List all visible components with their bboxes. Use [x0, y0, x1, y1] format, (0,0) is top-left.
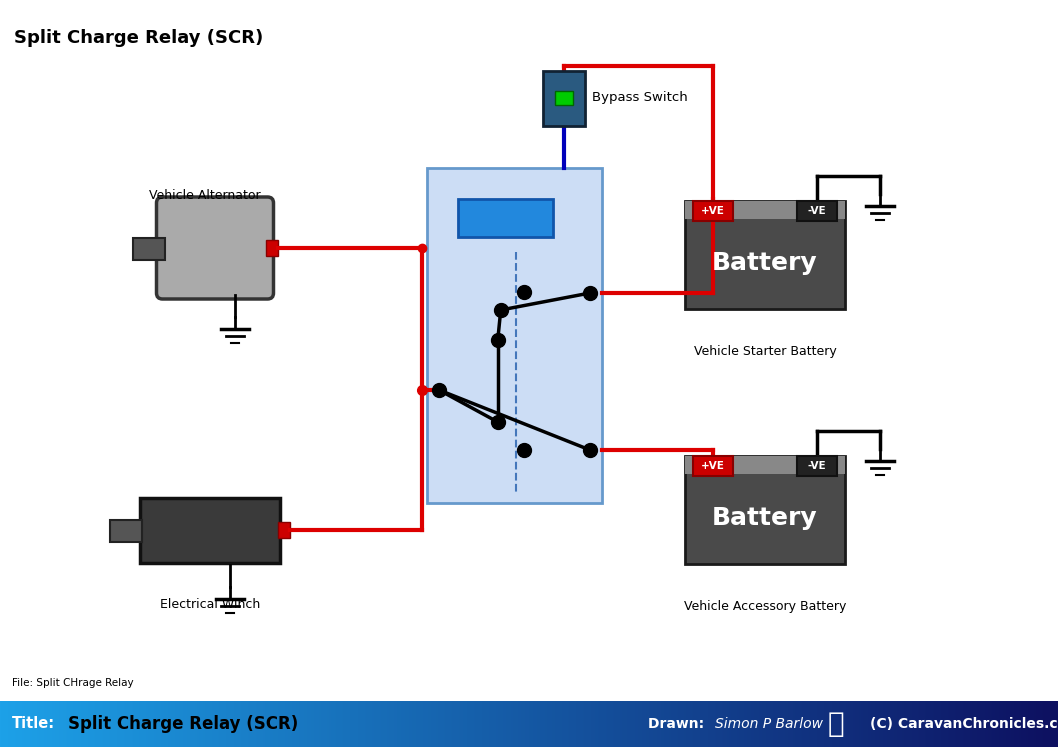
Text: Battery: Battery [712, 251, 818, 275]
Text: Vehicle Starter Battery: Vehicle Starter Battery [694, 345, 837, 358]
Text: File: Split CHrage Relay: File: Split CHrage Relay [12, 678, 133, 688]
Text: Battery: Battery [712, 506, 818, 530]
Bar [132, 238, 164, 260]
Bar [797, 456, 837, 476]
Bar [693, 456, 733, 476]
Text: +VE: +VE [701, 461, 725, 471]
Bar [693, 201, 733, 221]
Bar [685, 201, 845, 309]
Bar [458, 199, 553, 237]
Text: Vehicle Accessory Battery: Vehicle Accessory Battery [683, 600, 846, 613]
Text: Vehicle Alternator: Vehicle Alternator [149, 189, 261, 202]
Text: (C) CaravanChronicles.com: (C) CaravanChronicles.com [870, 717, 1058, 731]
Text: Split Charge Relay (SCR): Split Charge Relay (SCR) [14, 29, 263, 47]
Bar [685, 456, 845, 474]
Text: Split Charge Relay (SCR): Split Charge Relay (SCR) [68, 715, 298, 733]
Text: Bypass Switch: Bypass Switch [592, 91, 688, 105]
Text: Title:: Title: [12, 716, 55, 731]
Bar [140, 498, 280, 562]
Bar [555, 91, 573, 105]
Text: -VE: -VE [807, 206, 826, 216]
Bar [685, 456, 845, 564]
Bar [543, 70, 585, 125]
Text: 🚐: 🚐 [827, 710, 844, 738]
Text: Simon P Barlow: Simon P Barlow [715, 717, 823, 731]
FancyBboxPatch shape [157, 197, 274, 299]
Text: -VE: -VE [807, 461, 826, 471]
Bar [427, 168, 602, 503]
Bar [278, 522, 290, 538]
Text: Drawn:: Drawn: [647, 717, 709, 731]
Text: Electrical Winch: Electrical Winch [160, 598, 260, 612]
Bar [266, 240, 277, 256]
Bar [685, 201, 845, 219]
Text: +VE: +VE [701, 206, 725, 216]
Bar [797, 201, 837, 221]
Bar [110, 520, 142, 542]
